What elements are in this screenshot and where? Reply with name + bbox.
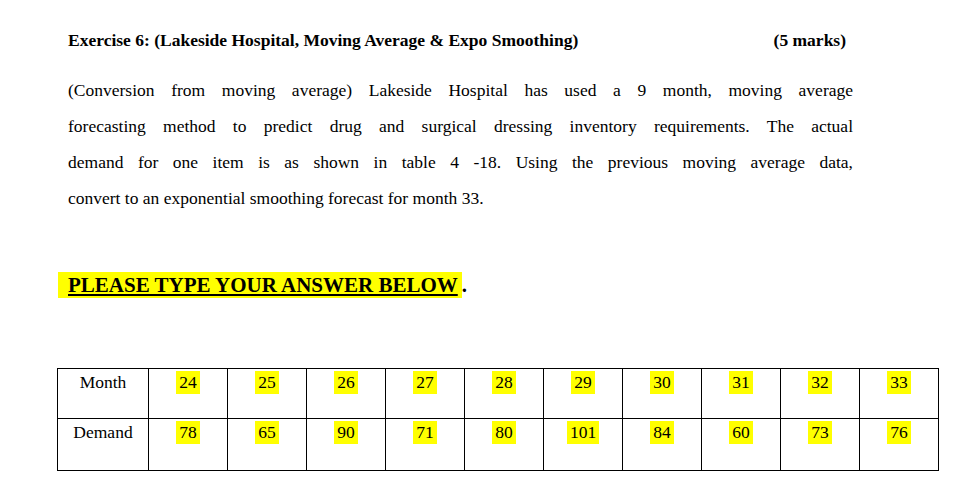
highlighted-value: 78 xyxy=(176,421,200,444)
table-cell: 60 xyxy=(702,419,781,471)
answer-prompt-text: PLEASE TYPE YOUR ANSWER BELOW xyxy=(68,273,458,297)
paragraph-line: (Conversion from moving average) Lakesid… xyxy=(68,72,853,108)
highlighted-value: 84 xyxy=(650,421,674,444)
row-label-cell: Month xyxy=(58,369,149,419)
highlighted-value: 27 xyxy=(413,371,437,394)
paragraph-line: forecasting method to predict drug and s… xyxy=(68,108,853,144)
highlighted-value: 29 xyxy=(571,371,595,394)
table-cell: 32 xyxy=(781,369,860,419)
table-cell: 65 xyxy=(228,419,307,471)
highlighted-value: 65 xyxy=(255,421,279,444)
highlighted-value: 31 xyxy=(729,371,753,394)
table-cell: 28 xyxy=(465,369,544,419)
highlighted-value: 71 xyxy=(413,421,437,444)
marks-label: (5 marks) xyxy=(774,29,846,51)
highlighted-value: 60 xyxy=(729,421,753,444)
highlighted-value: 33 xyxy=(887,371,911,394)
highlighted-value: 73 xyxy=(808,421,832,444)
table-cell: 73 xyxy=(781,419,860,471)
table-cell: 71 xyxy=(386,419,465,471)
month-row: Month 24 25 26 27 28 29 30 31 32 33 xyxy=(58,369,939,419)
answer-prompt: PLEASE TYPE YOUR ANSWER BELOW. xyxy=(58,272,467,298)
question-paragraph: (Conversion from moving average) Lakesid… xyxy=(68,72,853,216)
paragraph-line: convert to an exponential smoothing fore… xyxy=(68,180,853,216)
table-cell: 101 xyxy=(544,419,623,471)
highlighted-value: 76 xyxy=(887,421,911,444)
table-cell: 24 xyxy=(149,369,228,419)
highlighted-value: 90 xyxy=(334,421,358,444)
paragraph-line: demand for one item is as shown in table… xyxy=(68,144,853,180)
highlighted-value: 26 xyxy=(334,371,358,394)
exercise-title-row: Exercise 6: (Lakeside Hospital, Moving A… xyxy=(68,29,846,51)
table-cell: 31 xyxy=(702,369,781,419)
demand-table: Month 24 25 26 27 28 29 30 31 32 33 Dema… xyxy=(57,368,939,471)
answer-prompt-period: . xyxy=(462,273,467,297)
table-cell: 27 xyxy=(386,369,465,419)
table-cell: 76 xyxy=(860,419,939,471)
document-page: Exercise 6: (Lakeside Hospital, Moving A… xyxy=(0,0,963,503)
answer-prompt-highlight: PLEASE TYPE YOUR ANSWER BELOW xyxy=(58,272,462,298)
table-cell: 84 xyxy=(623,419,702,471)
table-cell: 80 xyxy=(465,419,544,471)
highlighted-value: 24 xyxy=(176,371,200,394)
table-cell: 78 xyxy=(149,419,228,471)
row-label-cell: Demand xyxy=(58,419,149,471)
highlighted-value: 101 xyxy=(567,421,599,444)
highlighted-value: 28 xyxy=(492,371,516,394)
table-cell: 30 xyxy=(623,369,702,419)
table-cell: 25 xyxy=(228,369,307,419)
highlighted-value: 25 xyxy=(255,371,279,394)
table-cell: 26 xyxy=(307,369,386,419)
exercise-title: Exercise 6: (Lakeside Hospital, Moving A… xyxy=(68,29,578,51)
table-cell: 33 xyxy=(860,369,939,419)
highlighted-value: 32 xyxy=(808,371,832,394)
table-cell: 29 xyxy=(544,369,623,419)
highlighted-value: 30 xyxy=(650,371,674,394)
highlighted-value: 80 xyxy=(492,421,516,444)
demand-row: Demand 78 65 90 71 80 101 84 60 73 76 xyxy=(58,419,939,471)
table-cell: 90 xyxy=(307,419,386,471)
